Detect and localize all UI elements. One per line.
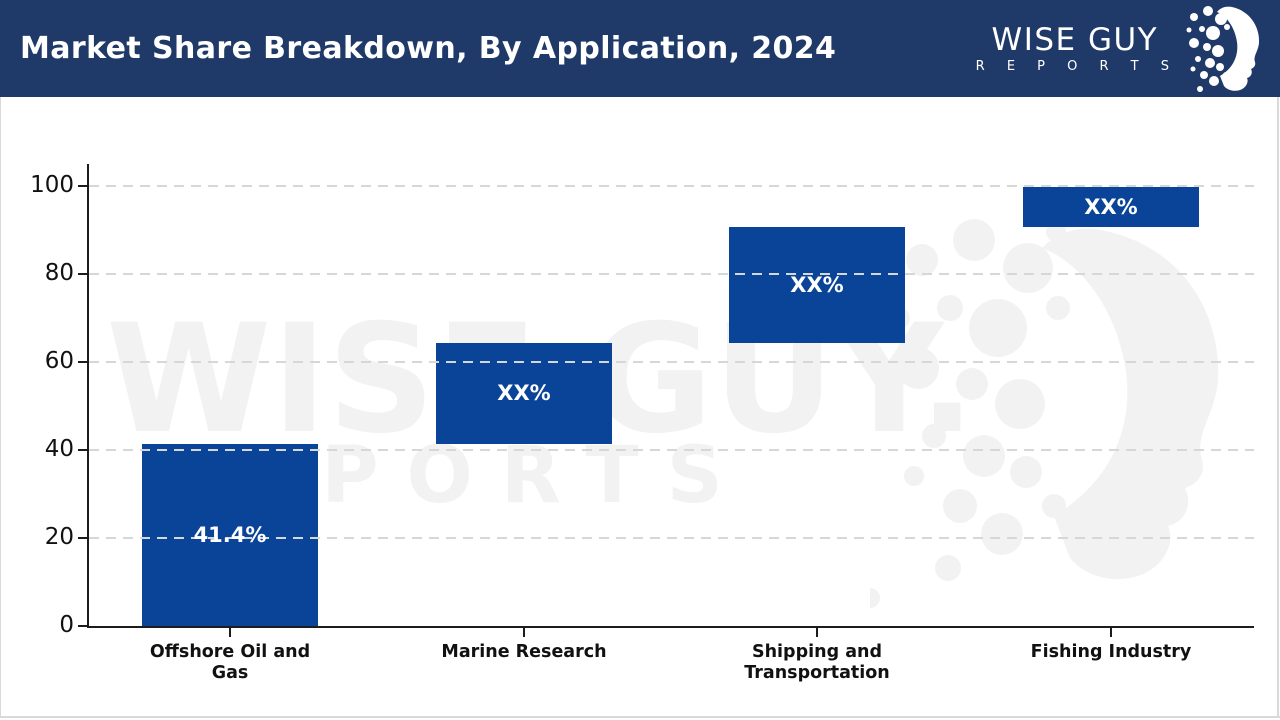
x-category-label: Marine Research (384, 642, 664, 663)
x-category-label-line: Marine Research (441, 642, 607, 662)
x-tick-mark (229, 628, 231, 637)
y-tick-mark (78, 185, 87, 187)
logo-subtitle: R E P O R T S (975, 58, 1178, 74)
x-category-label-line: Gas (211, 663, 249, 683)
page-title: Market Share Breakdown, By Application, … (20, 31, 837, 66)
y-tick-mark (78, 273, 87, 275)
y-tick-mark (78, 537, 87, 539)
gridline (89, 449, 1254, 451)
bar-value-label: XX% (790, 272, 844, 297)
y-tick-mark (78, 625, 87, 627)
logo: WISE GUY R E P O R T S (972, 3, 1266, 95)
x-tick-mark (1110, 628, 1112, 637)
bar-3 (729, 226, 905, 343)
gridline (89, 361, 1254, 363)
x-category-label-line: Fishing Industry (1030, 642, 1192, 662)
gridline (89, 537, 1254, 539)
logo-wordmark: WISE GUY (991, 21, 1159, 58)
watermark-face-icon (870, 219, 1219, 608)
y-tick-label: 60 (44, 348, 74, 374)
page-right-border (1277, 97, 1279, 717)
page-bottom-border (0, 716, 1280, 718)
x-axis-line (87, 626, 1254, 628)
x-tick-mark (523, 628, 525, 637)
bar-value-label: XX% (497, 381, 551, 406)
x-category-label: Shipping and Transportation (677, 642, 957, 684)
y-tick-label: 0 (59, 612, 74, 638)
gridline (89, 185, 1254, 187)
x-category-label-line: Transportation (744, 663, 890, 683)
page-left-border (0, 97, 1, 717)
y-tick-label: 100 (30, 172, 74, 198)
bar-value-label: XX% (1084, 195, 1138, 220)
y-tick-label: 20 (44, 524, 74, 550)
bar-value-label: 41.4% (193, 522, 267, 547)
y-tick-mark (78, 449, 87, 451)
bar-1 (142, 443, 318, 626)
y-tick-label: 80 (44, 260, 74, 286)
x-category-label: Fishing Industry (971, 642, 1251, 663)
y-tick-mark (78, 361, 87, 363)
chart-area: WISE GUY. REPORTS 0 20 40 60 80 100 41.4% Offsh… (0, 97, 1280, 720)
bar-2 (436, 342, 612, 444)
report-header: Market Share Breakdown, By Application, … (0, 0, 1280, 97)
bar-4 (1023, 187, 1199, 227)
x-category-label-line: Offshore Oil and (149, 642, 311, 662)
gridline (89, 273, 1254, 275)
x-category-label-line: Shipping and (752, 642, 882, 662)
x-category-label: Offshore Oil and Gas (90, 642, 370, 684)
logo-face-icon (1186, 5, 1260, 92)
y-axis-line (87, 164, 89, 628)
y-tick-label: 40 (44, 436, 74, 462)
x-tick-mark (816, 628, 818, 637)
